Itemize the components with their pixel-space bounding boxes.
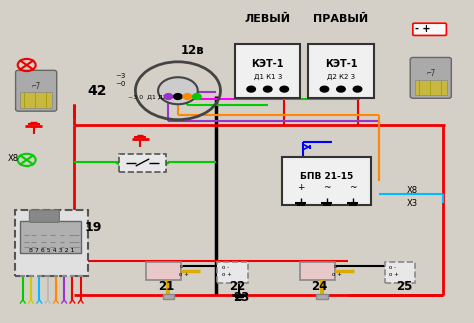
- Circle shape: [264, 86, 272, 92]
- Text: Д1 К1 3: Д1 К1 3: [254, 74, 282, 80]
- Text: ⌐7: ⌐7: [31, 82, 41, 91]
- FancyBboxPatch shape: [217, 262, 247, 283]
- FancyBboxPatch shape: [29, 210, 59, 222]
- Bar: [415, 79, 447, 95]
- Text: ~: ~: [323, 183, 330, 193]
- Text: 25: 25: [397, 280, 413, 293]
- Text: КЭТ-1: КЭТ-1: [325, 59, 357, 69]
- Text: ПРАВЫЙ: ПРАВЫЙ: [313, 14, 369, 24]
- FancyBboxPatch shape: [146, 262, 182, 280]
- FancyBboxPatch shape: [16, 70, 57, 111]
- Text: +: +: [297, 183, 305, 193]
- Text: 12в: 12в: [180, 44, 204, 57]
- FancyBboxPatch shape: [15, 210, 88, 276]
- Text: 23: 23: [234, 291, 250, 304]
- Text: o -: o -: [222, 265, 229, 270]
- FancyBboxPatch shape: [410, 57, 451, 98]
- Circle shape: [158, 77, 198, 104]
- Text: o +: o +: [332, 272, 342, 277]
- FancyBboxPatch shape: [283, 157, 371, 204]
- FancyBboxPatch shape: [235, 45, 301, 99]
- Text: o +: o +: [179, 272, 189, 277]
- Text: 21: 21: [158, 280, 174, 293]
- Circle shape: [173, 94, 182, 99]
- Circle shape: [337, 86, 345, 92]
- Text: - +: - +: [415, 24, 430, 34]
- Text: 24: 24: [311, 280, 328, 293]
- Text: 22: 22: [229, 280, 245, 293]
- FancyBboxPatch shape: [300, 262, 335, 280]
- Text: ~0: ~0: [116, 81, 126, 87]
- Text: 19: 19: [84, 221, 101, 234]
- Circle shape: [164, 94, 173, 99]
- FancyBboxPatch shape: [309, 45, 374, 99]
- Text: ~: ~: [349, 183, 356, 193]
- Text: Х8: Х8: [8, 154, 19, 163]
- Text: ⌐7: ⌐7: [426, 69, 436, 78]
- Text: БПВ 21-15: БПВ 21-15: [300, 172, 354, 182]
- Circle shape: [353, 86, 362, 92]
- Bar: [317, 294, 328, 299]
- Circle shape: [320, 86, 328, 92]
- Text: o -: o -: [180, 265, 187, 269]
- Text: o -: o -: [390, 265, 397, 270]
- Bar: [163, 294, 174, 299]
- FancyBboxPatch shape: [119, 154, 166, 172]
- FancyBboxPatch shape: [413, 23, 447, 36]
- Circle shape: [280, 86, 289, 92]
- Text: 8 7 6 5 4 3 2 1: 8 7 6 5 4 3 2 1: [29, 248, 74, 253]
- FancyBboxPatch shape: [19, 221, 81, 253]
- Text: ЛЕВЫЙ: ЛЕВЫЙ: [245, 14, 291, 24]
- Text: o -: o -: [334, 265, 341, 269]
- FancyBboxPatch shape: [385, 262, 415, 283]
- Text: ~3: ~3: [116, 73, 126, 79]
- Text: o +: o +: [222, 272, 231, 277]
- Text: Х3: Х3: [407, 199, 418, 208]
- Text: КЭТ-1: КЭТ-1: [252, 59, 284, 69]
- Circle shape: [183, 94, 191, 99]
- Circle shape: [192, 94, 201, 99]
- Text: 42: 42: [88, 84, 107, 98]
- Circle shape: [247, 86, 255, 92]
- Text: Д2 К2 3: Д2 К2 3: [327, 74, 355, 80]
- Text: Х8: Х8: [407, 186, 418, 195]
- Bar: [20, 92, 52, 108]
- Text: ~3 0  Д1 Д2: ~3 0 Д1 Д2: [128, 94, 166, 99]
- Text: o +: o +: [390, 272, 399, 277]
